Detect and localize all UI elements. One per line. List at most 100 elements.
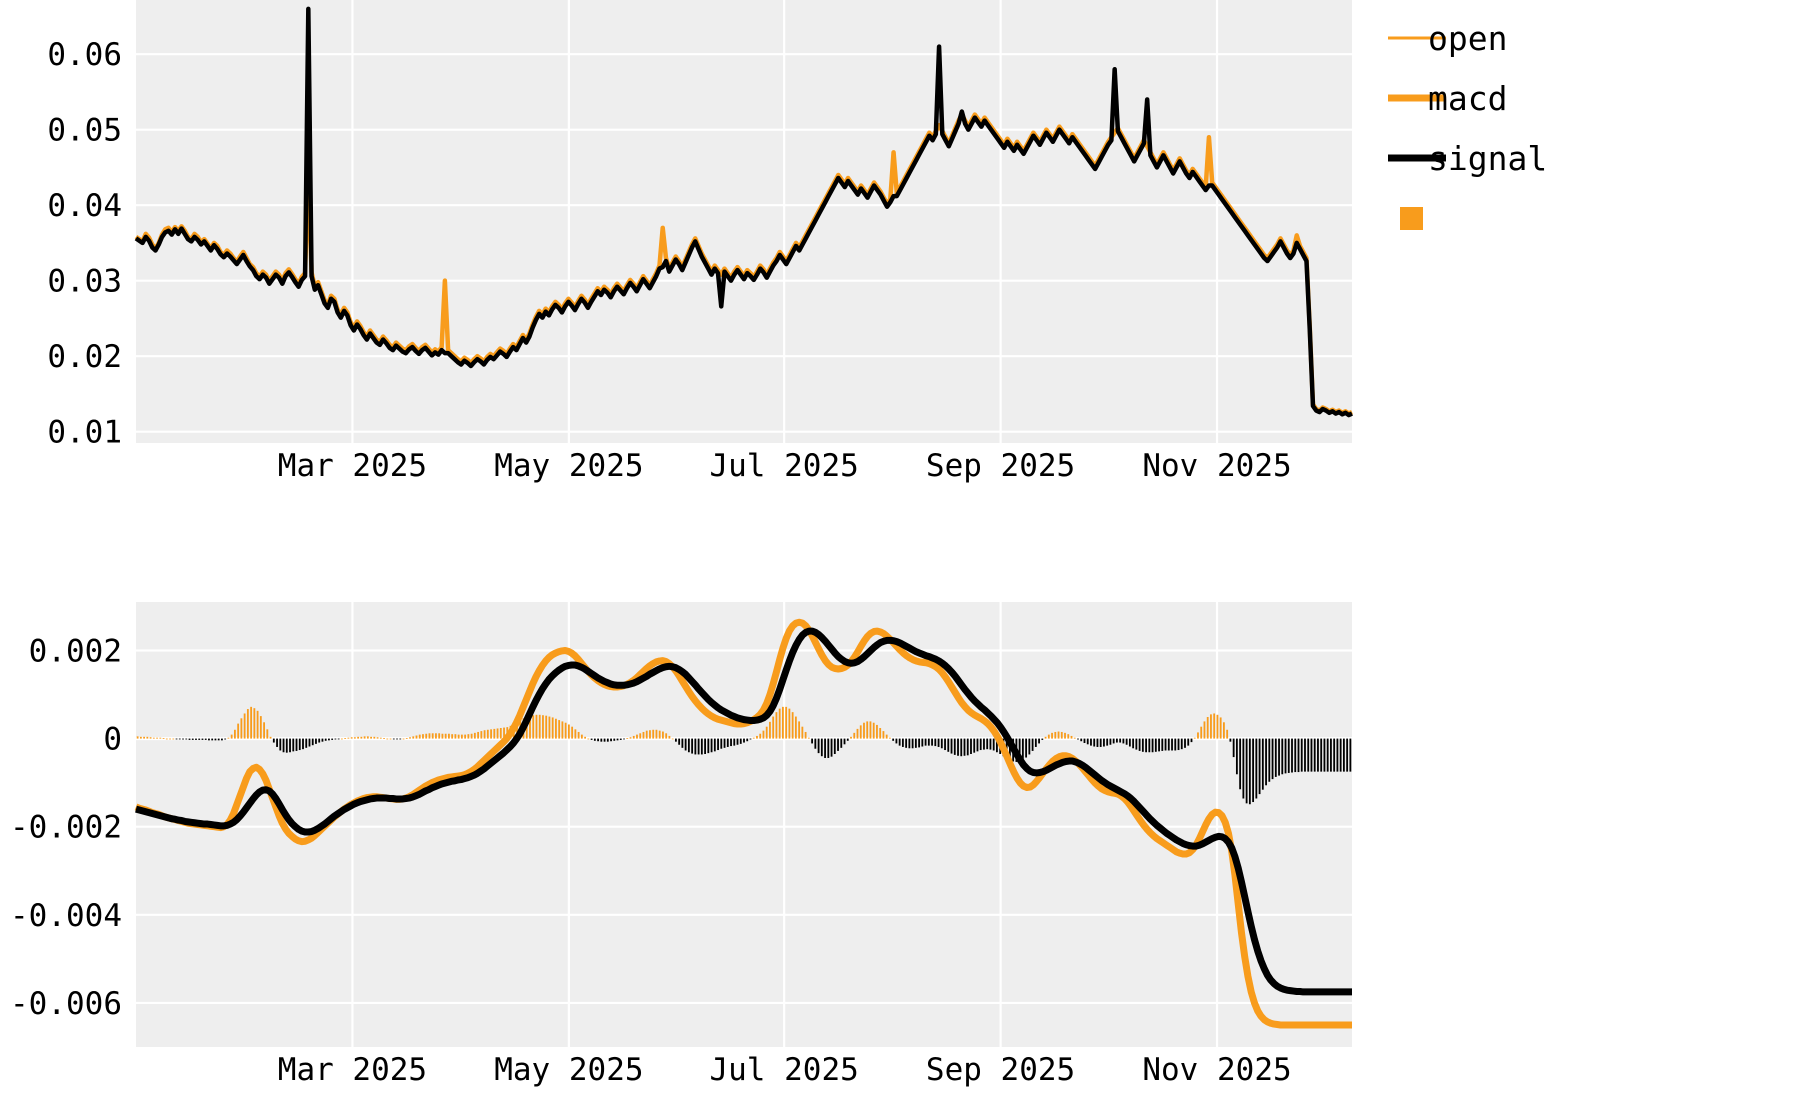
histogram-bar [1028, 738, 1031, 755]
histogram-bar [837, 738, 839, 751]
histogram-bar [233, 729, 236, 739]
histogram-bar [726, 738, 729, 747]
histogram-bar [334, 738, 337, 740]
histogram-bar [386, 738, 389, 740]
histogram-bar [321, 738, 324, 742]
histogram-bar [266, 729, 269, 739]
y-tick-label: 0.01 [47, 415, 122, 451]
histogram-bar [1106, 738, 1109, 746]
histogram-bar [412, 736, 415, 739]
y-tick-label: 0.03 [47, 264, 122, 300]
histogram-bar [341, 738, 343, 740]
histogram-bar [713, 738, 716, 752]
histogram-bar [769, 721, 771, 739]
histogram-bar [820, 738, 823, 757]
histogram-bar [1239, 738, 1242, 790]
histogram-bar [600, 738, 603, 742]
histogram-bar [1287, 738, 1290, 773]
x-tick-label: Nov 2025 [1142, 448, 1291, 484]
histogram-bar [438, 733, 441, 739]
series-line-signal [135, 627, 1353, 996]
histogram-bar [1067, 734, 1070, 739]
histogram-bar [1294, 738, 1297, 773]
histogram-bar [1021, 738, 1024, 760]
histogram-bar [201, 738, 204, 740]
histogram-bar [1291, 738, 1293, 773]
histogram-bar [743, 738, 745, 743]
histogram-bar [876, 724, 878, 739]
histogram-bar [1203, 721, 1206, 739]
histogram-bar [1284, 738, 1287, 774]
histogram-bar [590, 738, 593, 740]
histogram-bar [856, 728, 859, 739]
histogram-bar [503, 727, 505, 739]
histogram-bar [957, 738, 959, 756]
histogram-bar [788, 708, 791, 739]
histogram-bar [532, 715, 535, 739]
histogram-bar [1047, 734, 1050, 739]
x-tick-label: Mar 2025 [278, 448, 427, 484]
y-tick-label: 0 [103, 722, 122, 758]
price-gridlines [136, 0, 1352, 443]
histogram-bar [350, 737, 353, 739]
histogram-bar [1232, 738, 1235, 758]
histogram-bar [895, 738, 898, 744]
histogram-bar [240, 718, 243, 739]
histogram-bar [1164, 738, 1167, 751]
histogram-bar [597, 738, 599, 742]
histogram-bar [1304, 738, 1306, 772]
histogram-bar [606, 738, 609, 742]
histogram-bar [966, 738, 969, 756]
histogram-bar [843, 738, 846, 745]
histogram-bar [759, 733, 762, 739]
histogram-bar [1245, 738, 1248, 804]
histogram-bar [328, 738, 330, 741]
histogram-bar [185, 738, 188, 740]
histogram-bar [1122, 738, 1125, 744]
histogram-bar [833, 738, 836, 755]
histogram-bar [1187, 738, 1190, 746]
histogram-bar [383, 738, 385, 739]
histogram-bar [960, 738, 963, 757]
histogram-bar [156, 737, 158, 739]
histogram-bar [162, 738, 165, 739]
histogram-bar [710, 738, 713, 753]
histogram-bar [1115, 738, 1118, 743]
histogram-bar [804, 731, 807, 739]
histogram-bar [357, 736, 360, 739]
histogram-bar [483, 730, 486, 739]
histogram-bar [227, 737, 230, 739]
histogram-bar [486, 729, 489, 739]
histogram-bar [626, 738, 629, 739]
histogram-bar [973, 738, 976, 753]
histogram-bar [885, 734, 888, 739]
histogram-bar [1255, 738, 1258, 799]
histogram-bar [1125, 738, 1128, 745]
histogram-bar [658, 730, 661, 739]
histogram-bar [629, 737, 632, 739]
histogram-bar [1109, 738, 1112, 745]
histogram-bar [460, 734, 463, 739]
histogram-bar [704, 738, 706, 755]
histogram-bar [558, 720, 561, 739]
histogram-bar [366, 736, 369, 739]
histogram-bar [1330, 738, 1332, 772]
histogram-bar [662, 731, 664, 739]
histogram-bar [548, 716, 551, 739]
y-tick-label: 0.002 [29, 633, 122, 669]
histogram-bar [1044, 736, 1047, 739]
histogram-bar [940, 738, 943, 749]
histogram-bar [1086, 738, 1089, 745]
histogram-bar [772, 716, 775, 739]
histogram-bar [1128, 738, 1131, 747]
histogram-bar [879, 728, 882, 739]
histogram-bar [1235, 738, 1238, 775]
histogram-bar [282, 738, 285, 753]
histogram-bar [298, 738, 301, 751]
histogram-bar [175, 738, 178, 740]
histogram-bar [311, 738, 314, 746]
histogram-bar [645, 730, 648, 739]
histogram-bar [976, 738, 979, 752]
histogram-bar [451, 734, 454, 739]
